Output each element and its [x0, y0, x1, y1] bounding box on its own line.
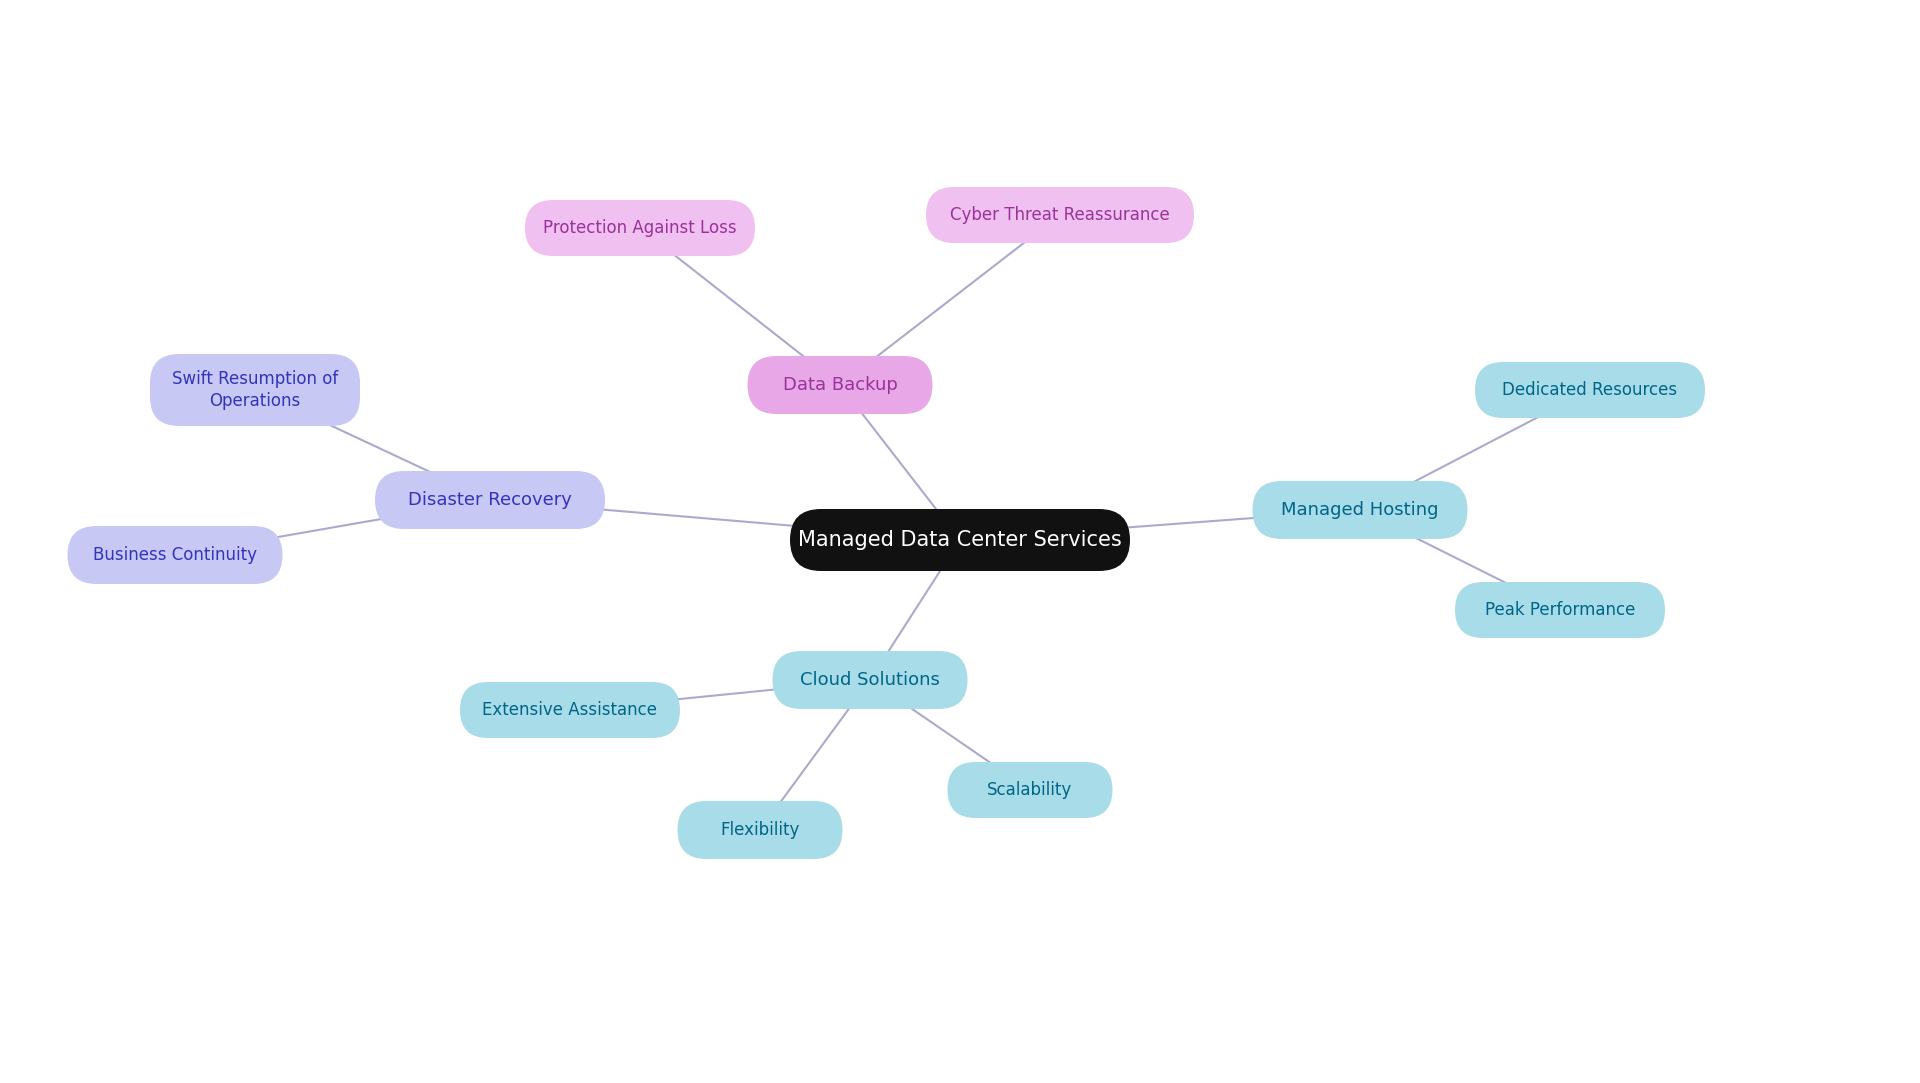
FancyBboxPatch shape — [1475, 362, 1705, 418]
FancyBboxPatch shape — [1252, 481, 1467, 539]
Text: Protection Against Loss: Protection Against Loss — [543, 219, 737, 237]
Text: Scalability: Scalability — [987, 781, 1073, 799]
FancyBboxPatch shape — [747, 356, 933, 414]
Text: Data Backup: Data Backup — [783, 376, 897, 394]
Text: Dedicated Resources: Dedicated Resources — [1503, 381, 1678, 399]
FancyBboxPatch shape — [1455, 582, 1665, 638]
Text: Extensive Assistance: Extensive Assistance — [482, 701, 657, 719]
FancyBboxPatch shape — [374, 471, 605, 529]
Text: Cloud Solutions: Cloud Solutions — [801, 671, 941, 689]
Text: Managed Hosting: Managed Hosting — [1281, 501, 1438, 519]
FancyBboxPatch shape — [67, 526, 282, 584]
Text: Business Continuity: Business Continuity — [92, 546, 257, 564]
FancyBboxPatch shape — [150, 354, 361, 426]
FancyBboxPatch shape — [925, 187, 1194, 243]
FancyBboxPatch shape — [789, 509, 1131, 571]
FancyBboxPatch shape — [524, 200, 755, 256]
FancyBboxPatch shape — [678, 801, 843, 859]
FancyBboxPatch shape — [772, 651, 968, 709]
Text: Peak Performance: Peak Performance — [1484, 601, 1636, 619]
Text: Managed Data Center Services: Managed Data Center Services — [799, 530, 1121, 550]
FancyBboxPatch shape — [461, 682, 680, 738]
Text: Disaster Recovery: Disaster Recovery — [409, 491, 572, 509]
Text: Flexibility: Flexibility — [720, 821, 801, 839]
FancyBboxPatch shape — [947, 762, 1112, 818]
Text: Swift Resumption of
Operations: Swift Resumption of Operations — [173, 370, 338, 410]
Text: Cyber Threat Reassurance: Cyber Threat Reassurance — [950, 206, 1169, 224]
